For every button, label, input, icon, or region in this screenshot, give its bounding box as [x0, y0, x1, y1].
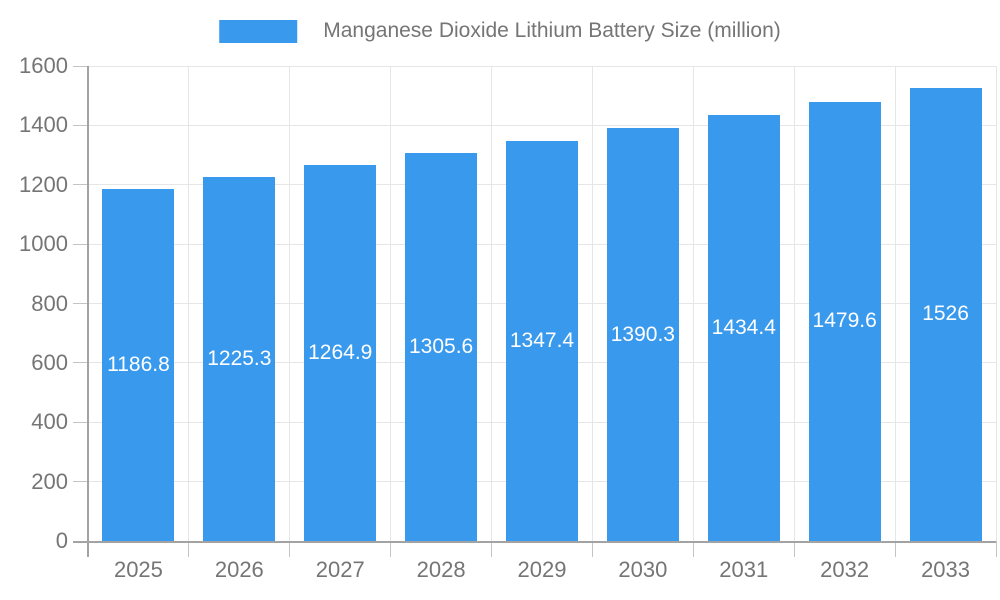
bar — [808, 101, 881, 541]
bar-value-label: 1479.6 — [812, 309, 877, 333]
x-axis-tick-label: 2026 — [214, 557, 264, 582]
y-axis-tick — [73, 243, 88, 245]
bar-value-label: 1305.6 — [408, 335, 474, 359]
gridline-vertical — [894, 66, 896, 541]
x-axis-tick — [894, 541, 896, 557]
bar — [606, 128, 679, 541]
gridline-vertical — [692, 66, 694, 541]
bar-value-label: 1264.9 — [308, 341, 373, 365]
bar — [506, 140, 578, 541]
x-axis-tick — [793, 541, 795, 557]
y-axis-tick — [73, 124, 88, 126]
x-axis-tick-label: 2029 — [517, 557, 567, 582]
x-axis-tick-label: 2025 — [113, 557, 163, 582]
bar-value-label: 1225.3 — [207, 347, 272, 371]
gridline-vertical — [995, 66, 997, 541]
x-axis-tick — [692, 541, 694, 557]
gridline-vertical — [188, 66, 190, 541]
bar — [909, 87, 982, 541]
y-axis-tick — [73, 65, 88, 67]
x-axis-line — [73, 541, 996, 543]
y-axis-tick-label: 600 — [31, 349, 68, 375]
x-axis-tick-label: 2027 — [315, 557, 365, 582]
x-axis-tick-label: 2033 — [921, 557, 971, 582]
x-axis-tick-label: 2032 — [820, 557, 870, 582]
gridline-vertical — [289, 66, 291, 541]
x-axis-tick-label: 2028 — [416, 557, 466, 582]
x-axis-tick-label: 2030 — [618, 557, 668, 582]
x-axis-tick — [491, 541, 493, 557]
y-axis-tick — [73, 303, 88, 304]
y-axis-tick-label: 0 — [55, 528, 68, 553]
y-axis-tick-label: 800 — [31, 290, 68, 316]
gridline-vertical — [793, 66, 795, 541]
y-axis-tick-label: 1200 — [19, 171, 68, 197]
legend-label: Manganese Dioxide Lithium Battery Size (… — [323, 19, 781, 42]
gridline-vertical — [591, 66, 593, 541]
x-axis-tick — [591, 541, 593, 557]
y-axis-tick-label: 400 — [31, 409, 68, 435]
x-axis-tick — [188, 541, 190, 557]
gridline-vertical — [390, 66, 392, 541]
chart-legend[interactable]: Manganese Dioxide Lithium Battery Size (… — [219, 19, 781, 43]
bar — [707, 115, 780, 541]
y-axis-tick — [73, 481, 88, 483]
bar — [405, 153, 478, 541]
bar-value-label: 1347.4 — [509, 328, 575, 352]
gridline-horizontal — [88, 65, 996, 67]
y-axis-tick-label: 200 — [31, 468, 68, 494]
x-axis-tick — [995, 541, 997, 557]
bar — [304, 165, 377, 541]
bar-value-label: 1186.8 — [107, 352, 170, 376]
gridline-vertical — [491, 66, 493, 541]
y-axis-tick — [73, 362, 88, 364]
y-axis-tick-label: 1000 — [19, 231, 68, 257]
y-axis-line — [87, 66, 89, 557]
bar-value-label: 1434.4 — [711, 316, 776, 340]
bar — [203, 177, 276, 541]
x-axis-tick — [390, 541, 392, 557]
bar-value-label: 1526 — [922, 302, 969, 326]
x-axis-tick-label: 2031 — [719, 557, 769, 582]
y-axis-tick — [73, 184, 88, 186]
y-axis-tick — [73, 421, 88, 423]
y-axis-tick-label: 1600 — [19, 53, 68, 78]
x-axis-tick — [289, 541, 291, 557]
bar-value-label: 1390.3 — [610, 322, 675, 346]
gridline-horizontal — [88, 124, 996, 126]
y-axis-tick-label: 1400 — [19, 112, 68, 138]
bar — [102, 188, 175, 541]
legend-swatch — [219, 19, 298, 43]
